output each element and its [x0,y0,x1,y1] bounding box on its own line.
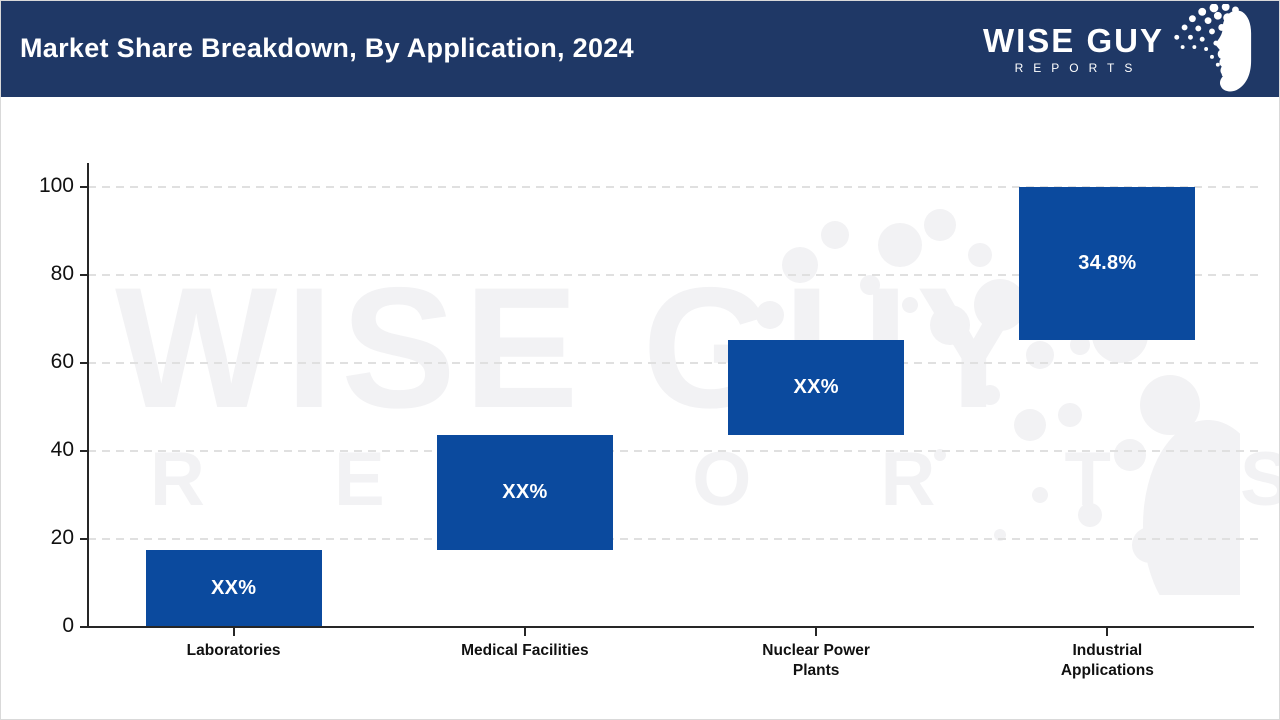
bar-value-label: XX% [502,481,548,504]
y-tick-mark-60 [80,362,88,364]
y-tick-mark-100 [80,186,88,188]
y-axis-line [87,163,89,628]
x-tick-mark-0 [232,628,235,636]
y-tick-label-80: 80 [50,262,74,285]
brand-logo-text: WISE GUY REPORTS [982,21,1164,75]
x-axis-line [87,626,1254,628]
bar-value-label: XX% [210,577,257,599]
dotted-head-logo-icon [1174,3,1252,91]
y-tick-label-20: 20 [50,526,74,549]
x-tick-mark-3 [1106,628,1109,636]
x-tick-label-line: Nuclear Power [762,642,870,659]
header-bar: Market Share Breakdown, By Application, … [0,0,1280,97]
bar-industrial-applications: 34.8% [1019,187,1196,341]
bar-value-label: XX% [793,376,839,399]
page-title: Market Share Breakdown, By Application, … [20,33,634,63]
y-tick-label-0: 0 [62,614,74,637]
y-tick-label-100: 100 [38,174,74,197]
x-tick-label-laboratories: Laboratories [124,641,344,661]
bar-value-label: 34.8% [1078,252,1137,275]
x-tick-label-line: Applications [1060,662,1154,679]
brand-subname: REPORTS [1014,60,1143,75]
y-tick-mark-0 [80,626,88,628]
gridline-y-20 [88,538,1262,540]
bar-medical-facilities: XX% [436,435,613,550]
x-tick-label-line: Industrial [1072,642,1143,659]
x-tick-label-nuclear-power-plants: Nuclear Power Plants [706,641,926,681]
y-tick-mark-80 [80,274,88,276]
y-tick-label-60: 60 [50,350,74,373]
gridline-y-100 [88,186,1262,188]
gridline-y-40 [88,450,1262,452]
bar-nuclear-power-plants: XX% [728,340,905,436]
brand-name: WISE GUY [982,21,1164,59]
y-tick-label-40: 40 [50,438,74,461]
x-tick-label-medical-facilities: Medical Facilities [415,641,635,661]
y-tick-mark-40 [80,450,88,452]
x-tick-label-industrial-applications: Industrial Applications [997,641,1217,681]
y-tick-mark-20 [80,538,88,540]
gridline-y-60 [88,362,1262,364]
x-tick-label-line: Medical Facilities [461,642,589,659]
gridline-y-80 [88,274,1262,276]
x-tick-label-line: Laboratories [186,642,281,659]
bar-laboratories: XX% [145,550,322,627]
x-tick-mark-1 [523,628,526,636]
brand-logo: WISE GUY REPORTS [982,3,1254,94]
x-tick-mark-2 [815,628,818,636]
x-tick-label-line: Plants [792,662,840,679]
